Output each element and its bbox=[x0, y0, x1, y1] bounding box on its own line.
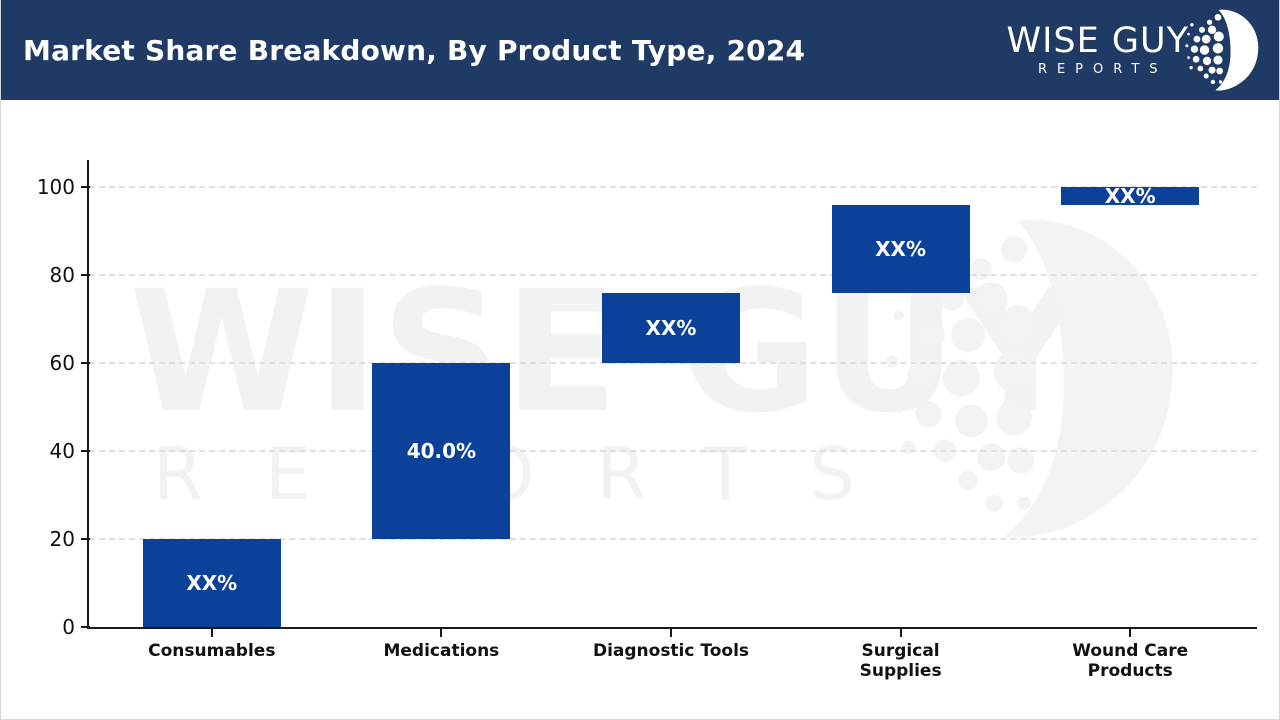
x-axis-label: Diagnostic Tools bbox=[592, 641, 750, 661]
bar-value-label: XX% bbox=[875, 236, 927, 261]
logo-text: WISE GUY REPORTS bbox=[1006, 23, 1189, 77]
x-tick-mark bbox=[210, 629, 213, 637]
header-banner: Market Share Breakdown, By Product Type,… bbox=[1, 0, 1279, 100]
x-axis-label: Consumables bbox=[148, 641, 276, 661]
y-tick-mark bbox=[81, 450, 90, 452]
y-tick-label: 80 bbox=[49, 263, 75, 287]
y-tick-mark bbox=[81, 626, 90, 628]
bar-value-label: 40.0% bbox=[406, 439, 477, 463]
bar bbox=[1061, 187, 1200, 205]
x-axis-line bbox=[87, 627, 1257, 629]
x-tick-mark bbox=[670, 629, 672, 637]
bar bbox=[142, 539, 281, 627]
y-gridline bbox=[89, 450, 1257, 452]
y-tick-label: 60 bbox=[49, 351, 75, 375]
y-axis-line bbox=[87, 160, 89, 629]
y-tick-mark bbox=[81, 274, 90, 276]
bar-value-label: XX% bbox=[1104, 183, 1156, 208]
y-tick-mark bbox=[81, 362, 90, 364]
y-tick-label: 40 bbox=[49, 439, 75, 463]
y-tick-mark bbox=[81, 538, 90, 540]
y-gridline bbox=[89, 362, 1257, 364]
logo-head-icon bbox=[1179, 8, 1267, 92]
bar bbox=[602, 292, 740, 363]
bar bbox=[372, 363, 511, 539]
bar-value-label: XX% bbox=[186, 571, 238, 595]
x-axis-label: Medications bbox=[383, 641, 500, 661]
y-tick-label: 20 bbox=[49, 527, 75, 551]
y-gridline bbox=[89, 186, 1257, 188]
x-axis-label: Wound Care Products bbox=[1072, 641, 1189, 681]
bar-value-label: XX% bbox=[645, 315, 697, 340]
y-tick-label: 100 bbox=[36, 175, 75, 199]
x-tick-mark bbox=[440, 629, 443, 637]
y-gridline bbox=[89, 274, 1257, 276]
logo-brand-text: WISE GUY bbox=[1006, 21, 1189, 62]
y-tick-label: 0 bbox=[62, 615, 75, 639]
logo-tagline-text: REPORTS bbox=[1037, 61, 1168, 77]
x-axis-label: Surgical Supplies bbox=[859, 641, 942, 681]
x-tick-mark bbox=[899, 629, 902, 637]
y-gridline bbox=[89, 538, 1257, 540]
bar bbox=[831, 204, 970, 293]
y-tick-mark bbox=[81, 186, 90, 188]
wiseguy-logo: WISE GUY REPORTS bbox=[1006, 7, 1267, 93]
x-tick-mark bbox=[1129, 629, 1132, 637]
page-title: Market Share Breakdown, By Product Type,… bbox=[23, 33, 806, 67]
